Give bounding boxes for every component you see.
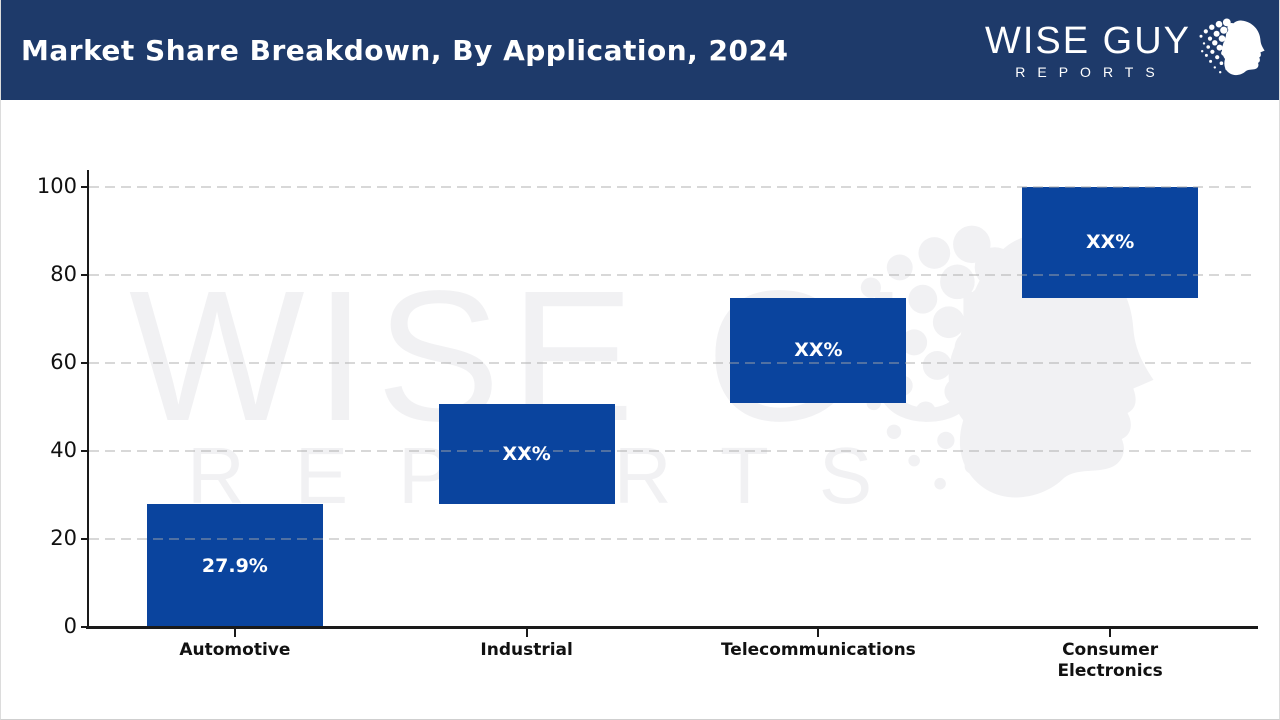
bar-automotive bbox=[146, 504, 323, 627]
gridline-100 bbox=[89, 186, 1256, 188]
x-tick-mark-automotive bbox=[233, 629, 236, 637]
y-tick-mark-40 bbox=[81, 450, 89, 452]
bar-value-label-automotive: 27.9% bbox=[201, 554, 268, 577]
x-axis-line bbox=[86, 626, 1258, 629]
bar-value-label-telecommunications: XX% bbox=[794, 339, 843, 362]
gridline-20 bbox=[89, 538, 1256, 540]
x-category-label-automotive: Automotive bbox=[179, 640, 291, 660]
y-tick-mark-100 bbox=[81, 186, 89, 188]
x-tick-mark-industrial bbox=[525, 629, 528, 637]
bar-consumer-electronics bbox=[1022, 187, 1199, 298]
gridline-80 bbox=[89, 274, 1256, 276]
y-tick-label-0: 0 bbox=[63, 614, 77, 638]
bar-value-label-industrial: XX% bbox=[502, 443, 551, 466]
logo-wordmark: WISE GUY bbox=[984, 19, 1191, 62]
logo-text: WISE GUY REPORTS bbox=[985, 22, 1191, 79]
y-tick-mark-0 bbox=[81, 626, 89, 628]
y-axis-line bbox=[87, 170, 89, 629]
gridline-60 bbox=[89, 362, 1256, 364]
bar-industrial bbox=[438, 403, 615, 505]
y-tick-label-60: 60 bbox=[50, 350, 77, 374]
x-tick-mark-telecommunications bbox=[817, 629, 820, 637]
y-tick-label-20: 20 bbox=[50, 526, 77, 550]
bar-value-label-consumer-electronics: XX% bbox=[1085, 231, 1135, 254]
y-tick-mark-20 bbox=[81, 538, 89, 540]
dotted-head-icon bbox=[1195, 8, 1267, 92]
chart-area: WISE GUY REPORTS 02040608010027.9%Automo… bbox=[1, 100, 1279, 719]
page-title: Market Share Breakdown, By Application, … bbox=[21, 33, 789, 67]
x-category-label-telecommunications: Telecommunications bbox=[720, 640, 916, 660]
y-tick-label-40: 40 bbox=[50, 438, 77, 462]
wise-guy-reports-logo: WISE GUY REPORTS bbox=[985, 8, 1267, 92]
gridline-40 bbox=[89, 450, 1256, 452]
logo-subtitle: REPORTS bbox=[1015, 63, 1167, 80]
x-tick-mark-consumer-electronics bbox=[1109, 629, 1112, 637]
header-bar: Market Share Breakdown, By Application, … bbox=[1, 0, 1279, 100]
bar-telecommunications bbox=[730, 297, 907, 403]
x-category-label-consumer-electronics: Consumer Electronics bbox=[1057, 640, 1163, 682]
y-tick-mark-60 bbox=[81, 362, 89, 364]
y-tick-label-100: 100 bbox=[36, 174, 77, 198]
y-tick-label-80: 80 bbox=[50, 262, 77, 286]
x-category-label-industrial: Industrial bbox=[480, 640, 573, 660]
y-tick-mark-80 bbox=[81, 274, 89, 276]
